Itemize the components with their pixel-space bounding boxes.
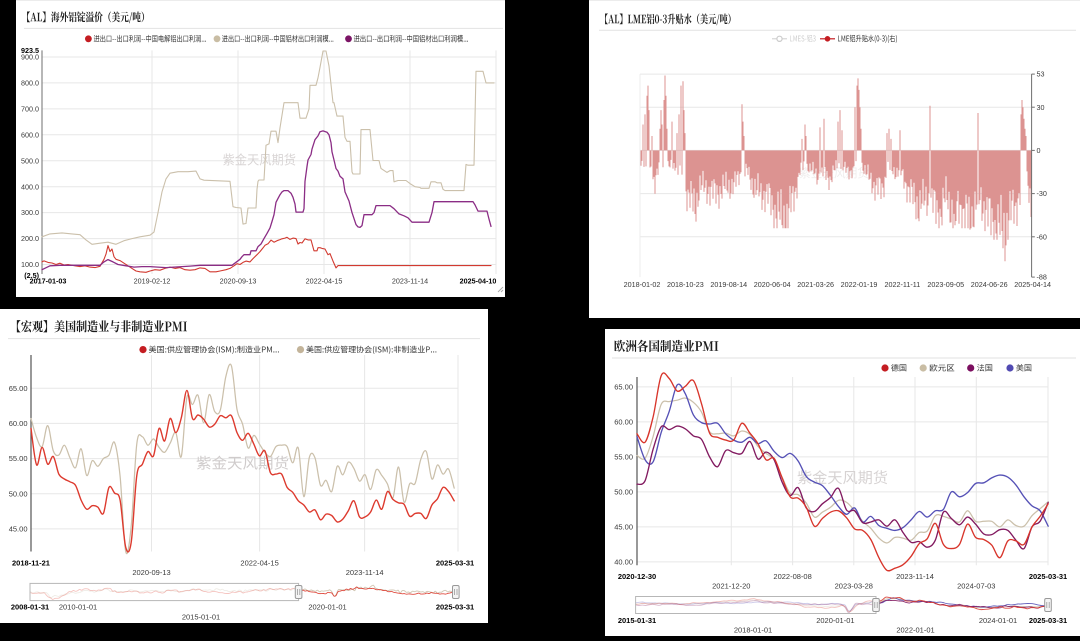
svg-text:2022-01-01: 2022-01-01 <box>896 626 934 635</box>
svg-text:50.00: 50.00 <box>614 488 633 497</box>
svg-text:2020-09-13: 2020-09-13 <box>220 277 257 286</box>
svg-text:2023-03-28: 2023-03-28 <box>835 582 873 591</box>
svg-text:2024-01-01: 2024-01-01 <box>979 616 1017 625</box>
svg-text:65.00: 65.00 <box>614 383 633 392</box>
svg-text:2019-08-14: 2019-08-14 <box>710 280 747 289</box>
svg-text:2023-11-14: 2023-11-14 <box>392 277 428 286</box>
svg-text:200.0: 200.0 <box>21 234 39 243</box>
svg-text:2021-03-26: 2021-03-26 <box>797 280 834 289</box>
svg-text:2020-01-01: 2020-01-01 <box>816 616 854 625</box>
svg-text:45.00: 45.00 <box>9 525 28 534</box>
svg-text:40.00: 40.00 <box>614 558 633 567</box>
svg-text:2023-11-14: 2023-11-14 <box>346 568 384 577</box>
svg-text:45.00: 45.00 <box>614 523 633 532</box>
svg-text:2025-04-14: 2025-04-14 <box>1014 280 1051 289</box>
svg-text:-30: -30 <box>1037 189 1047 198</box>
svg-text:2015-01-31: 2015-01-31 <box>618 616 656 625</box>
svg-text:2022-01-19: 2022-01-19 <box>841 280 878 289</box>
svg-text:65.00: 65.00 <box>9 384 28 393</box>
svg-text:2024-06-26: 2024-06-26 <box>971 280 1008 289</box>
svg-text:2024-07-03: 2024-07-03 <box>957 582 995 591</box>
svg-text:2019-02-12: 2019-02-12 <box>134 277 171 286</box>
svg-text:2008-01-31: 2008-01-31 <box>11 603 49 612</box>
svg-text:2021-12-20: 2021-12-20 <box>712 582 750 591</box>
svg-text:2022-04-15: 2022-04-15 <box>240 559 278 568</box>
svg-text:60.00: 60.00 <box>614 418 633 427</box>
svg-text:55.00: 55.00 <box>9 454 28 463</box>
svg-text:2020-12-30: 2020-12-30 <box>618 572 656 581</box>
svg-text:500.0: 500.0 <box>21 156 39 165</box>
svg-text:2023-11-14: 2023-11-14 <box>896 572 934 581</box>
svg-text:60.00: 60.00 <box>9 419 28 428</box>
svg-text:2025-04-10: 2025-04-10 <box>460 277 497 286</box>
svg-text:2025-03-31: 2025-03-31 <box>436 603 474 612</box>
svg-text:2018-11-21: 2018-11-21 <box>12 559 50 568</box>
svg-text:55.00: 55.00 <box>614 453 633 462</box>
svg-text:400.0: 400.0 <box>21 182 39 191</box>
svg-text:53: 53 <box>1037 70 1045 79</box>
svg-text:2025-03-31: 2025-03-31 <box>1029 616 1067 625</box>
svg-text:0: 0 <box>1037 146 1041 155</box>
svg-text:2015-01-01: 2015-01-01 <box>182 613 220 622</box>
svg-text:2025-03-31: 2025-03-31 <box>436 559 474 568</box>
svg-text:800.0: 800.0 <box>21 79 39 88</box>
svg-text:2025-03-31: 2025-03-31 <box>1029 572 1067 581</box>
svg-text:923.5: 923.5 <box>21 46 39 55</box>
svg-text:2023-09-05: 2023-09-05 <box>927 280 964 289</box>
svg-text:2022-08-08: 2022-08-08 <box>773 572 811 581</box>
svg-text:700.0: 700.0 <box>21 105 39 114</box>
svg-text:2018-10-23: 2018-10-23 <box>667 280 704 289</box>
svg-text:50.00: 50.00 <box>9 489 28 498</box>
svg-text:900.0: 900.0 <box>21 53 39 62</box>
svg-text:2022-11-11: 2022-11-11 <box>885 280 921 289</box>
svg-text:300.0: 300.0 <box>21 208 39 217</box>
svg-text:2022-04-15: 2022-04-15 <box>306 277 343 286</box>
svg-text:2020-01-01: 2020-01-01 <box>308 603 346 612</box>
svg-text:2018-01-01: 2018-01-01 <box>734 626 772 635</box>
svg-text:2010-01-01: 2010-01-01 <box>59 603 97 612</box>
svg-text:-88: -88 <box>1037 273 1047 282</box>
svg-text:100.0: 100.0 <box>21 260 39 269</box>
svg-text:2020-06-04: 2020-06-04 <box>754 280 791 289</box>
svg-text:2018-01-02: 2018-01-02 <box>624 280 661 289</box>
svg-text:2017-01-03: 2017-01-03 <box>30 277 67 286</box>
svg-text:600.0: 600.0 <box>21 130 39 139</box>
svg-text:2020-09-13: 2020-09-13 <box>132 568 170 577</box>
svg-text:-60: -60 <box>1037 232 1047 241</box>
svg-text:30: 30 <box>1037 103 1045 112</box>
svg-text:(2.5): (2.5) <box>24 271 39 280</box>
